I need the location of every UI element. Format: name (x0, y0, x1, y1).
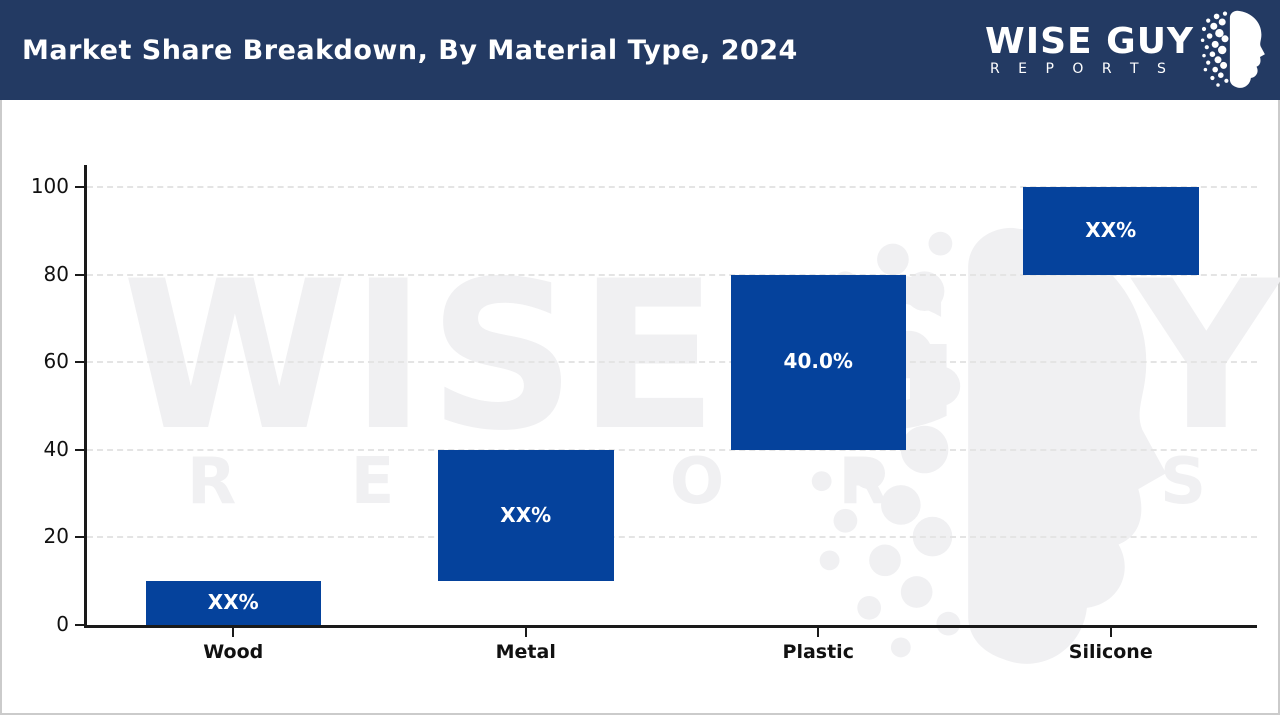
y-tick-label: 80 (43, 261, 69, 286)
chart-canvas: WISE GUY R E P O R T S 0 20 40 60 80 100 XX% Wo… (0, 100, 1280, 715)
y-tick-mark (75, 536, 84, 539)
x-tick-mark (524, 628, 527, 637)
y-tick-mark (75, 361, 84, 364)
bar-silicone (1023, 187, 1199, 275)
gridline (87, 536, 1257, 539)
y-tick-mark (75, 273, 84, 276)
face-profile-icon (1200, 10, 1265, 88)
category-label: Wood (203, 641, 264, 663)
bar-value-label: XX% (1085, 217, 1137, 242)
chart-title: Market Share Breakdown, By Material Type… (22, 34, 798, 66)
y-axis-line (84, 165, 87, 628)
x-tick-mark (232, 628, 235, 637)
y-tick-mark (75, 186, 84, 188)
gridline (87, 361, 1257, 364)
y-tick-label: 100 (30, 174, 69, 198)
brand-wordmark: WISE GUY (984, 21, 1194, 63)
header-bar: Market Share Breakdown, By Material Type… (0, 0, 1280, 100)
brand-logo: WISE GUY R E P O R T S (985, 8, 1268, 92)
bar-value-label: XX% (500, 502, 552, 527)
y-tick-label: 40 (43, 436, 69, 461)
category-label: Metal (495, 641, 556, 663)
y-tick-mark (75, 448, 84, 451)
y-tick-mark (75, 624, 84, 626)
x-tick-mark (1109, 628, 1112, 637)
x-axis-line (84, 625, 1257, 628)
category-label: Silicone (1068, 641, 1153, 663)
plot-area: 0 20 40 60 80 100 XX% Wood XX% Metal 40.0% Plastic X… (2, 100, 1278, 713)
gridline (87, 186, 1257, 188)
y-tick-label: 20 (43, 524, 69, 549)
bar-plastic (730, 274, 906, 450)
bar-wood (145, 581, 321, 625)
brand-subtext: R E P O R T S (989, 60, 1173, 77)
bar-value-label: XX% (207, 590, 259, 615)
bar-metal (438, 449, 614, 582)
gridline (87, 448, 1257, 451)
bar-value-label: 40.0% (783, 349, 853, 374)
brand-logo-text: WISE GUY R E P O R T S (985, 23, 1194, 77)
category-label: Plastic (782, 641, 854, 663)
gridline (87, 273, 1257, 276)
y-tick-label: 60 (43, 349, 69, 374)
y-tick-label: 0 (56, 612, 69, 636)
x-tick-mark (817, 628, 820, 637)
